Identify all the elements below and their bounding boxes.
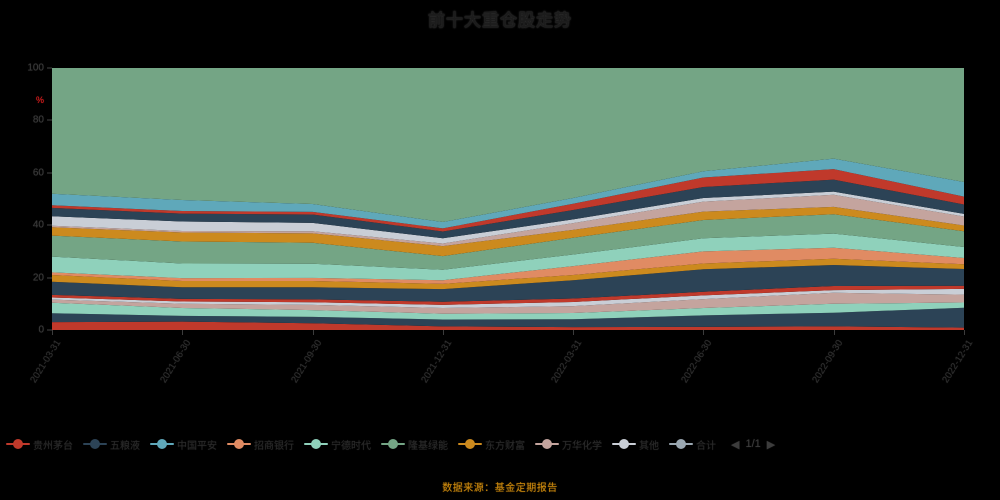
area-series[interactable] xyxy=(52,179,964,239)
x-axis-tick-mark xyxy=(833,330,835,335)
y-axis: % 100 80 60 40 20 0 xyxy=(0,60,52,340)
legend-item[interactable]: 其他 xyxy=(612,437,659,452)
legend-marker-icon xyxy=(458,438,482,450)
y-axis-tick-label: 100 xyxy=(27,62,44,74)
area-series[interactable] xyxy=(52,194,964,247)
y-axis-tick-mark xyxy=(47,172,52,174)
area-series[interactable] xyxy=(52,169,964,232)
x-axis-tick-label: 2022-12-31 xyxy=(940,338,976,386)
x-axis-tick-label: 2021-12-31 xyxy=(419,338,455,386)
x-axis-tick-mark xyxy=(964,330,965,335)
chart-caption: 数据来源：基金定期报告 xyxy=(442,483,558,494)
area-series[interactable] xyxy=(52,247,964,284)
y-axis-tick-mark xyxy=(47,67,52,69)
area-series[interactable] xyxy=(52,288,964,308)
chart-legend[interactable]: 贵州茅台 五粮液 中国平安 招商银行 宁德时代 隆基绿能 东方财富 万华化学 其他 合计 ◀ 1/1 ▶ xyxy=(0,432,1000,456)
area-series[interactable] xyxy=(52,206,964,257)
y-axis-tick-label: 0 xyxy=(38,324,44,336)
area-series[interactable] xyxy=(52,258,964,290)
x-axis-tick-label: 2022-03-31 xyxy=(549,338,585,386)
x-axis-tick-label: 2021-03-31 xyxy=(28,338,64,386)
legend-item-label: 其他 xyxy=(639,440,659,452)
legend-item[interactable]: 东方财富 xyxy=(458,437,525,452)
area-series[interactable] xyxy=(52,214,964,270)
legend-item[interactable]: 万华化学 xyxy=(535,437,602,452)
legend-item[interactable]: 贵州茅台 xyxy=(6,437,73,452)
legend-item-label: 合计 xyxy=(696,440,716,452)
x-axis-tick-label: 2022-09-30 xyxy=(809,338,846,386)
area-series[interactable] xyxy=(52,307,964,328)
legend-item[interactable]: 招商银行 xyxy=(227,437,294,452)
legend-item[interactable]: 合计 xyxy=(669,437,716,452)
legend-marker-icon xyxy=(6,438,30,450)
legend-marker-icon xyxy=(612,438,636,450)
area-series[interactable] xyxy=(52,292,964,314)
legend-marker-icon xyxy=(227,438,251,450)
legend-item[interactable]: 宁德时代 xyxy=(304,437,371,452)
legend-item-label: 东方财富 xyxy=(485,440,525,452)
y-axis-tick-label: 40 xyxy=(32,219,44,231)
y-axis-tick-label: 80 xyxy=(32,114,44,126)
legend-item-label: 贵州茅台 xyxy=(33,440,73,452)
y-axis-unit: % xyxy=(35,95,44,105)
x-axis-tick-mark xyxy=(703,330,705,335)
legend-marker-icon xyxy=(381,438,405,450)
y-axis-tick-label: 60 xyxy=(32,167,44,179)
legend-item[interactable]: 五粮液 xyxy=(83,437,140,452)
legend-item[interactable]: 隆基绿能 xyxy=(381,437,448,452)
legend-item-label: 中国平安 xyxy=(177,440,217,452)
area-series[interactable] xyxy=(52,233,964,281)
legend-next-arrow-icon[interactable]: ▶ xyxy=(766,438,776,451)
x-axis-tick-mark xyxy=(182,330,184,335)
legend-marker-icon xyxy=(83,438,107,450)
x-axis-tick-mark xyxy=(573,330,575,335)
legend-page-indicator: 1/1 xyxy=(745,438,761,450)
legend-marker-icon xyxy=(669,438,693,450)
y-axis-tick-mark xyxy=(47,224,52,226)
x-axis-tick-mark xyxy=(52,330,53,335)
area-series[interactable] xyxy=(52,158,964,229)
stacked-area-chart xyxy=(52,68,964,330)
legend-item-label: 招商银行 xyxy=(254,440,294,452)
legend-item-label: 五粮液 xyxy=(110,440,140,452)
area-series[interactable] xyxy=(52,321,964,330)
x-axis-tick-mark xyxy=(442,330,444,335)
legend-pagination[interactable]: ◀ 1/1 ▶ xyxy=(728,438,778,451)
x-axis-tick-label: 2021-09-30 xyxy=(288,338,324,386)
y-axis-tick-mark xyxy=(47,277,52,279)
legend-marker-icon xyxy=(304,438,328,450)
area-series[interactable] xyxy=(52,68,964,223)
area-series[interactable] xyxy=(52,302,964,320)
x-axis-tick-mark xyxy=(312,330,314,335)
area-series[interactable] xyxy=(52,285,964,305)
page-title: 前十大重仓股走势 xyxy=(428,11,572,30)
area-series[interactable] xyxy=(52,191,964,244)
y-axis-tick-mark xyxy=(47,119,52,121)
legend-marker-icon xyxy=(535,438,559,450)
y-axis-tick-label: 20 xyxy=(32,272,44,284)
legend-marker-icon xyxy=(150,438,174,450)
legend-item-label: 隆基绿能 xyxy=(408,440,448,452)
area-series[interactable] xyxy=(52,265,964,302)
x-axis-tick-label: 2022-06-30 xyxy=(679,338,715,386)
legend-item[interactable]: 中国平安 xyxy=(150,437,217,452)
x-axis: 2021-03-31 2021-06-30 2021-09-30 2021-12-31… xyxy=(0,330,1000,430)
legend-prev-arrow-icon[interactable]: ◀ xyxy=(731,438,740,451)
y-axis-tick-mark xyxy=(47,329,52,331)
x-axis-tick-label: 2021-06-30 xyxy=(158,338,194,386)
plot-area xyxy=(52,68,964,330)
legend-item-label: 万华化学 xyxy=(562,440,602,452)
legend-item-label: 宁德时代 xyxy=(331,440,371,452)
